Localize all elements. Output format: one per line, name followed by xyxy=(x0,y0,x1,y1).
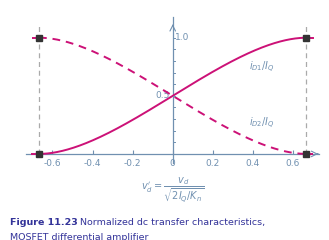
Text: 1.0: 1.0 xyxy=(175,33,190,42)
Text: 0.5: 0.5 xyxy=(155,91,170,100)
Text: Normalized dc transfer characteristics,: Normalized dc transfer characteristics, xyxy=(74,218,265,227)
Text: Figure 11.23: Figure 11.23 xyxy=(10,218,78,227)
Text: MOSFET differential amplifier: MOSFET differential amplifier xyxy=(10,233,148,240)
Text: $i_{D1}/I_Q$: $i_{D1}/I_Q$ xyxy=(249,60,275,75)
Text: $i_{D2}/I_Q$: $i_{D2}/I_Q$ xyxy=(249,116,275,131)
Text: $v_d' = \dfrac{v_d}{\sqrt{2I_Q/K_n}}$: $v_d' = \dfrac{v_d}{\sqrt{2I_Q/K_n}}$ xyxy=(141,176,204,205)
